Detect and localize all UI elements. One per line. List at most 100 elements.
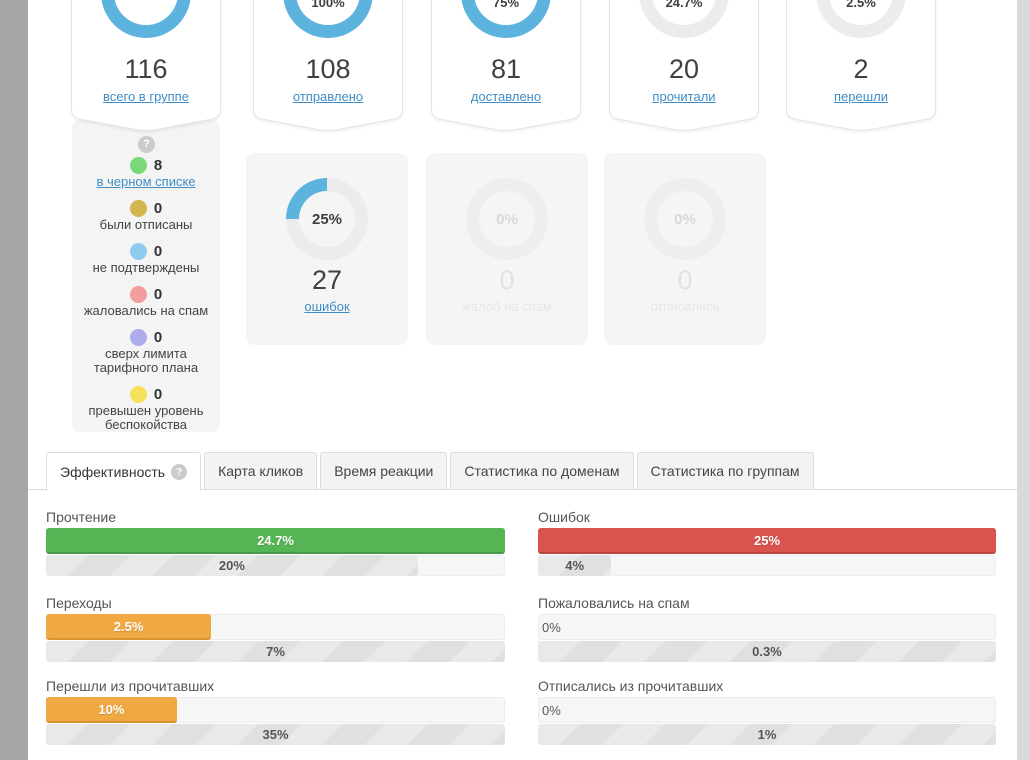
- value-bar-fill: 2.5%: [46, 614, 212, 640]
- donut-percent: 75%: [492, 0, 520, 10]
- card-value: 81: [490, 54, 522, 84]
- help-icon[interactable]: ?: [138, 135, 155, 153]
- breakdown-label: сверх лимита тарифного плана: [93, 346, 199, 375]
- value-bar-fill: 10%: [46, 697, 177, 723]
- metric-errors: Ошибок 25% 4%: [538, 509, 996, 576]
- tab-label: Статистика по доменам: [464, 463, 620, 479]
- tab-bar: Эффективность? Карта кликов Время реакци…: [46, 452, 814, 491]
- metric-spam-complaints: Пожаловались на спам 0% 0.3%: [538, 595, 996, 662]
- unsubscribed-dot-icon: [129, 199, 147, 217]
- breakdown-value: 0: [153, 242, 163, 260]
- progress-donut: 0%: [466, 178, 548, 260]
- metric-clicked-from-readers: Перешли из прочитавших 10% 35%: [46, 678, 505, 745]
- blacklist-dot-icon: [129, 156, 147, 174]
- metric-clicks: Переходы 2.5% 7%: [46, 595, 505, 662]
- metric-label: Прочтение: [46, 509, 116, 525]
- donut-percent: 25%: [311, 210, 343, 228]
- value-bar-fill: 24.7%: [46, 528, 505, 554]
- breakdown-value: 0: [153, 285, 163, 303]
- average-bar-fill: 1%: [538, 724, 996, 745]
- value-bar: 2.5%: [46, 614, 505, 640]
- average-bar: 0.3%: [538, 641, 996, 662]
- value-bar: 24.7%: [46, 528, 505, 554]
- ribbon-shape: [431, 0, 581, 131]
- help-icon[interactable]: ?: [171, 464, 188, 480]
- average-bar-fill: 0.3%: [538, 641, 996, 662]
- breakdown-value: 8: [153, 156, 163, 174]
- metric-reading: Прочтение 24.7% 20%: [46, 509, 505, 576]
- breakdown-panel: ? 8 в черном списке 0 были отписаны 0 не…: [72, 120, 220, 432]
- metric-label: Перешли из прочитавших: [46, 678, 215, 694]
- average-bar: 7%: [46, 641, 505, 662]
- card-link-errors[interactable]: ошибок: [304, 299, 350, 314]
- card-value: 20: [668, 54, 700, 84]
- card-link-clicked-through[interactable]: перешли: [833, 89, 888, 104]
- value-bar-fill: 0%: [542, 619, 561, 635]
- card-value: 116: [124, 54, 168, 84]
- list-item: 8 в черном списке: [72, 156, 220, 189]
- ribbon-shape: [71, 0, 221, 131]
- list-item: 0 жаловались на спам: [72, 285, 220, 318]
- list-item: 0 не подтверждены: [72, 242, 220, 275]
- breakdown-value: 0: [153, 385, 163, 403]
- tab-label: Время реакции: [334, 463, 434, 479]
- tab-label: Статистика по группам: [650, 463, 800, 479]
- card-link-read[interactable]: прочитали: [652, 89, 716, 104]
- ribbon-shape: [253, 0, 403, 131]
- card-value: 0: [677, 265, 693, 295]
- breakdown-link-blacklist[interactable]: в черном списке: [96, 174, 196, 189]
- breakdown-list: 8 в черном списке 0 были отписаны 0 не п…: [72, 156, 220, 442]
- average-bar: 20%: [46, 555, 505, 576]
- value-bar-fill: 0%: [542, 702, 561, 718]
- summary-card-sent: 100% 108 отправлено: [253, 0, 403, 131]
- unsubscribed-card: 0% 0 отписались: [604, 153, 766, 345]
- tab-group-stats[interactable]: Статистика по группам: [636, 452, 814, 489]
- card-label-unsubscribed: отписались: [650, 299, 720, 314]
- anxiety-level-dot-icon: [129, 385, 147, 403]
- breakdown-label: не подтверждены: [92, 260, 200, 275]
- average-bar: 1%: [538, 724, 996, 745]
- spam-complaints-card: 0% 0 жалоб на спам: [426, 153, 588, 345]
- tab-label: Эффективность: [60, 464, 166, 480]
- donut-percent: 2.5%: [846, 0, 876, 10]
- value-bar: 0%: [538, 697, 996, 723]
- average-bar: 35%: [46, 724, 505, 745]
- summary-card-clicked: 2.5% 2 перешли: [786, 0, 936, 131]
- average-bar: 4%: [538, 555, 996, 576]
- metric-label: Ошибок: [538, 509, 590, 525]
- progress-donut: 25%: [286, 178, 368, 260]
- donut-percent: 0%: [496, 210, 518, 228]
- average-bar-fill: 35%: [46, 724, 505, 745]
- tab-effectiveness[interactable]: Эффективность?: [46, 452, 202, 491]
- card-value: 0: [499, 265, 515, 295]
- card-value: 2: [853, 54, 869, 84]
- average-bar-fill: 4%: [538, 555, 612, 576]
- value-bar: 10%: [46, 697, 505, 723]
- breakdown-label: превышен уровень беспокойства: [88, 403, 204, 432]
- value-bar: 0%: [538, 614, 996, 640]
- list-item: 0 были отписаны: [72, 199, 220, 232]
- metric-unsubscribed-from-readers: Отписались из прочитавших 0% 1%: [538, 678, 996, 745]
- average-bar-fill: 7%: [46, 641, 505, 662]
- metric-label: Переходы: [46, 595, 112, 611]
- over-limit-dot-icon: [129, 328, 147, 346]
- card-link-total-in-group[interactable]: всего в группе: [103, 89, 189, 104]
- metric-label: Отписались из прочитавших: [538, 678, 724, 694]
- donut-percent: 24.7%: [665, 0, 703, 10]
- tab-domain-stats[interactable]: Статистика по доменам: [450, 452, 634, 489]
- left-gutter: [0, 0, 28, 760]
- ribbon-shape: [786, 0, 936, 131]
- unconfirmed-dot-icon: [129, 242, 147, 260]
- breakdown-label: жаловались на спам: [83, 303, 209, 318]
- card-link-sent[interactable]: отправлено: [292, 89, 364, 104]
- progress-donut: 0%: [644, 178, 726, 260]
- donut-percent: 0%: [674, 210, 696, 228]
- tab-reaction-time[interactable]: Время реакции: [320, 452, 448, 489]
- card-link-delivered[interactable]: доставлено: [470, 89, 542, 104]
- tab-click-map[interactable]: Карта кликов: [204, 452, 318, 489]
- metric-label: Пожаловались на спам: [538, 595, 690, 611]
- tabs-divider: [28, 489, 1017, 490]
- card-value: 108: [305, 54, 351, 84]
- summary-card-total: 116 всего в группе: [71, 0, 221, 131]
- tab-label: Карта кликов: [218, 463, 304, 479]
